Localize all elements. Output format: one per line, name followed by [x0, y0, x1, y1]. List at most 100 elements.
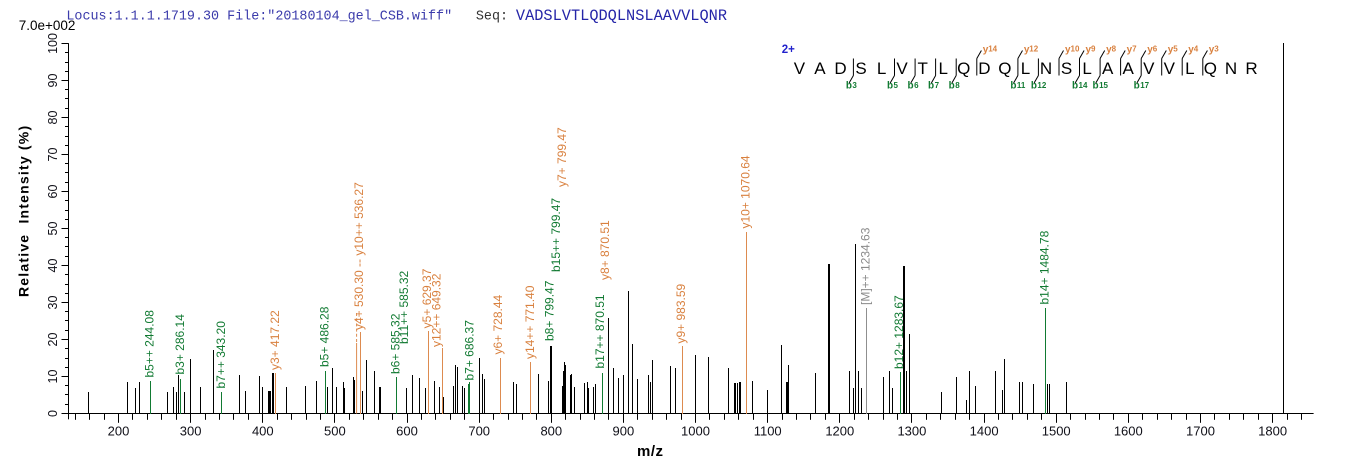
- svg-text:y5+ 629.37: y5+ 629.37: [420, 268, 434, 328]
- svg-text:D: D: [834, 59, 846, 78]
- svg-text:Relative Intensity (%): Relative Intensity (%): [15, 125, 31, 297]
- svg-text:700: 700: [468, 423, 490, 438]
- svg-text:17: 17: [1140, 81, 1149, 90]
- svg-text:A: A: [1123, 59, 1135, 78]
- svg-text:5: 5: [894, 81, 899, 90]
- svg-text:y: y: [1106, 45, 1112, 56]
- svg-text:20: 20: [46, 333, 60, 347]
- svg-text:y: y: [1209, 45, 1215, 56]
- svg-text:b6+ 585.32: b6+ 585.32: [389, 313, 403, 374]
- svg-text:V: V: [896, 59, 908, 78]
- svg-text:y: y: [1127, 45, 1133, 56]
- svg-text:800: 800: [540, 423, 562, 438]
- svg-text:L: L: [938, 59, 947, 78]
- svg-text:b3+ 286.14: b3+ 286.14: [173, 314, 187, 375]
- svg-text:80: 80: [46, 111, 60, 125]
- svg-text:7.0e+002: 7.0e+002: [19, 18, 76, 33]
- svg-text:1400: 1400: [970, 423, 999, 438]
- svg-text:b7++ 343.20: b7++ 343.20: [214, 321, 228, 389]
- svg-text:L: L: [877, 59, 886, 78]
- svg-text:1200: 1200: [825, 423, 854, 438]
- svg-text:10: 10: [1071, 45, 1080, 54]
- svg-text:1800: 1800: [1258, 423, 1287, 438]
- svg-text:14: 14: [988, 45, 997, 54]
- svg-text:15: 15: [1099, 81, 1108, 90]
- svg-text:10: 10: [46, 370, 60, 384]
- svg-text:b5+ 486.28: b5+ 486.28: [318, 306, 332, 367]
- svg-text:A: A: [1102, 59, 1114, 78]
- svg-text:b11++ 585.32: b11++ 585.32: [397, 270, 411, 344]
- svg-text:Q: Q: [998, 59, 1011, 78]
- svg-text:y: y: [1188, 45, 1194, 56]
- svg-text:V: V: [794, 59, 806, 78]
- svg-text:S: S: [1061, 59, 1072, 78]
- svg-text:b: b: [928, 81, 934, 92]
- svg-text:b: b: [908, 81, 914, 92]
- svg-text:b15++ 799.47: b15++ 799.47: [549, 198, 563, 272]
- svg-text:100: 100: [46, 33, 60, 54]
- svg-text:b: b: [887, 81, 893, 92]
- svg-text:y: y: [983, 45, 989, 56]
- svg-text:1700: 1700: [1186, 423, 1215, 438]
- svg-text:V: V: [1143, 59, 1155, 78]
- svg-text:y: y: [1086, 45, 1092, 56]
- svg-text:500: 500: [324, 423, 346, 438]
- svg-text:8: 8: [955, 81, 960, 90]
- svg-text:9: 9: [1091, 45, 1096, 54]
- svg-text:L: L: [1185, 59, 1194, 78]
- svg-text:8: 8: [1112, 45, 1117, 54]
- svg-text:40: 40: [46, 259, 60, 273]
- svg-text:L: L: [1021, 59, 1030, 78]
- svg-text:y: y: [1024, 45, 1030, 56]
- svg-text:T: T: [918, 59, 928, 78]
- svg-text:6: 6: [1153, 45, 1158, 54]
- svg-text:y: y: [1065, 45, 1071, 56]
- svg-text:3: 3: [852, 81, 857, 90]
- svg-text:b: b: [949, 81, 955, 92]
- svg-text:b: b: [846, 81, 852, 92]
- svg-text:90: 90: [46, 74, 60, 88]
- svg-text:y: y: [1147, 45, 1153, 56]
- svg-text:1600: 1600: [1114, 423, 1143, 438]
- svg-text:400: 400: [252, 423, 274, 438]
- svg-text:b7+ 686.37: b7+ 686.37: [462, 320, 476, 381]
- svg-text:V: V: [1164, 59, 1176, 78]
- svg-text:b8+ 799.47: b8+ 799.47: [543, 280, 557, 341]
- svg-text:300: 300: [180, 423, 202, 438]
- svg-text:y3+ 417.22: y3+ 417.22: [268, 310, 282, 370]
- svg-text:b17++ 870.51: b17++ 870.51: [593, 294, 607, 368]
- svg-text:Locus:1.1.1.1719.30 File:"2018: Locus:1.1.1.1719.30 File:"20180104_gel_C…: [66, 10, 452, 25]
- svg-text:2+: 2+: [782, 44, 795, 56]
- svg-text:1100: 1100: [754, 423, 782, 438]
- svg-text:12: 12: [1037, 81, 1046, 90]
- svg-text:200: 200: [108, 423, 130, 438]
- svg-text:900: 900: [613, 423, 635, 438]
- svg-text:y9+ 983.59: y9+ 983.59: [674, 283, 688, 343]
- svg-text:y6+ 728.44: y6+ 728.44: [491, 294, 505, 354]
- svg-text:b: b: [1072, 81, 1078, 92]
- svg-text:y4+ 530.30 -- y10++ 536.27: y4+ 530.30 -- y10++ 536.27: [352, 182, 366, 330]
- svg-text:4: 4: [1194, 45, 1199, 54]
- svg-text:14: 14: [1079, 81, 1088, 90]
- svg-text:b12+ 1283.67: b12+ 1283.67: [892, 295, 906, 369]
- svg-text:D: D: [978, 59, 990, 78]
- svg-text:5: 5: [1173, 45, 1178, 54]
- svg-text:7: 7: [935, 81, 940, 90]
- svg-text:1000: 1000: [681, 423, 710, 438]
- svg-text:y: y: [1168, 45, 1174, 56]
- svg-text:b14+ 1484.78: b14+ 1484.78: [1037, 230, 1051, 304]
- svg-text:0: 0: [46, 410, 60, 417]
- svg-text:Seq:: Seq:: [476, 10, 508, 25]
- svg-text:50: 50: [46, 222, 60, 236]
- svg-text:y12++ 649.32: y12++ 649.32: [430, 273, 444, 347]
- svg-text:6: 6: [914, 81, 919, 90]
- svg-text:60: 60: [46, 185, 60, 199]
- svg-text:70: 70: [46, 148, 60, 162]
- svg-text:1500: 1500: [1042, 423, 1071, 438]
- svg-text:30: 30: [46, 296, 60, 310]
- svg-text:A: A: [814, 59, 826, 78]
- svg-text:m/z: m/z: [637, 443, 664, 460]
- svg-text:y8+ 870.51: y8+ 870.51: [598, 220, 612, 280]
- svg-text:[M]++ 1234.63: [M]++ 1234.63: [858, 227, 872, 305]
- svg-text:7: 7: [1132, 45, 1137, 54]
